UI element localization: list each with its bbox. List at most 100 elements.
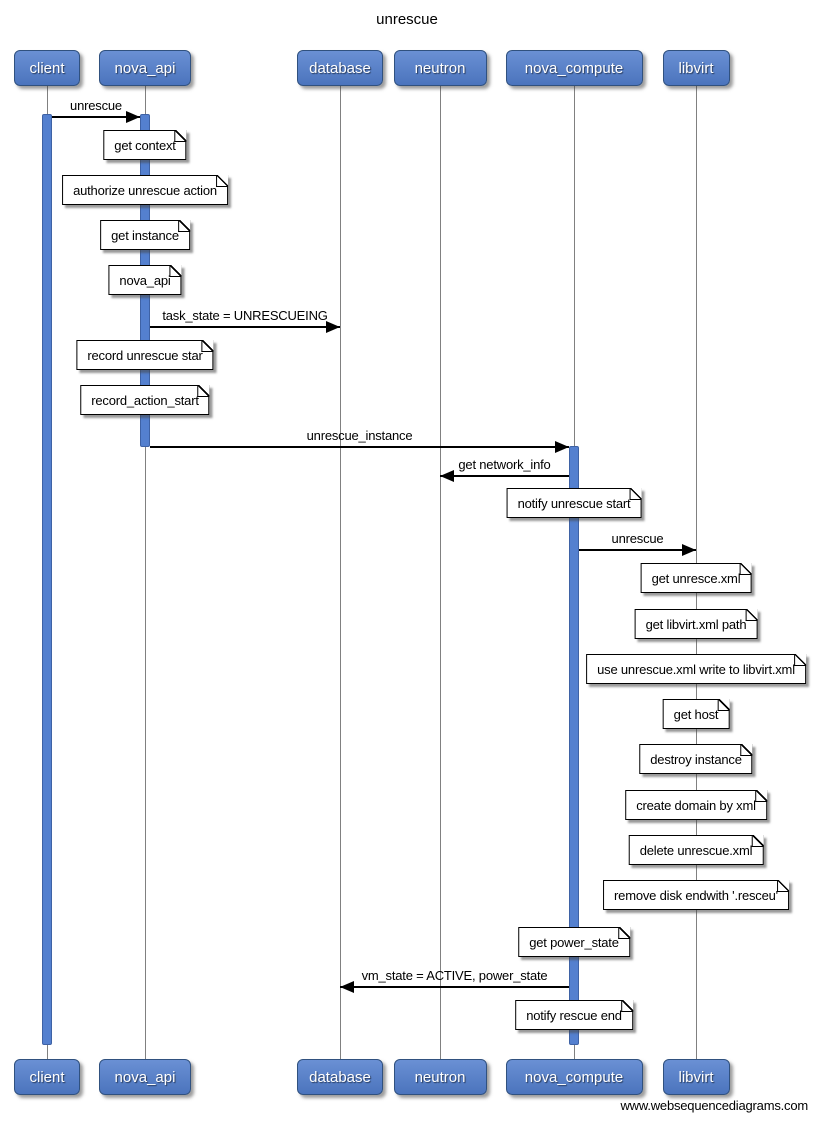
- note-label: authorize unrescue action: [73, 183, 217, 198]
- note-fold-icon: [620, 1000, 633, 1012]
- note-label: destroy instance: [650, 752, 742, 767]
- actor-label: nova_api: [114, 1068, 176, 1086]
- note: notify unrescue start: [506, 488, 642, 518]
- arrowhead-right-icon: [326, 321, 340, 333]
- note: delete unrescue.xml: [628, 835, 764, 865]
- note-label: get libvirt.xml path: [645, 617, 747, 632]
- message-line: [150, 446, 569, 448]
- note-label: delete unrescue.xml: [639, 843, 753, 858]
- arrowhead-right-icon: [126, 111, 140, 123]
- message-label: unrescue: [611, 531, 664, 546]
- arrowhead-right-icon: [555, 441, 569, 453]
- note-label: nova_api: [119, 273, 171, 288]
- actor-box-nova_api-top: nova_api: [99, 50, 191, 86]
- actor-label: client: [29, 1068, 65, 1086]
- actor-label: database: [309, 59, 371, 77]
- message-line: [579, 549, 696, 551]
- message-line: [440, 475, 569, 477]
- note: nova_api: [108, 265, 182, 295]
- note-label: get power_state: [529, 935, 619, 950]
- note-fold-icon: [717, 699, 730, 711]
- note: get host: [662, 699, 730, 729]
- actor-box-neutron-bottom: neutron: [393, 1059, 487, 1095]
- message-label: get network_info: [458, 457, 551, 472]
- note-fold-icon: [201, 340, 214, 352]
- actor-label: nova_api: [114, 59, 176, 77]
- note-label: create domain by xml: [636, 798, 756, 813]
- note-label: get context: [114, 138, 176, 153]
- note: record unrescue star: [76, 340, 214, 370]
- note: create domain by xml: [625, 790, 767, 820]
- arrowhead-left-icon: [340, 981, 354, 993]
- actor-label: nova_compute: [524, 59, 624, 77]
- note: get context: [103, 130, 187, 160]
- lifeline-database: [340, 86, 341, 1060]
- arrowhead-right-icon: [682, 544, 696, 556]
- arrowhead-left-icon: [440, 470, 454, 482]
- note-fold-icon: [177, 220, 190, 232]
- note-label: get host: [673, 707, 719, 722]
- message-label: unrescue_instance: [306, 428, 413, 443]
- actor-box-libvirt-bottom: libvirt: [662, 1059, 730, 1095]
- actor-box-libvirt-top: libvirt: [662, 50, 730, 86]
- note-label: notify unrescue start: [517, 496, 631, 511]
- watermark: www.websequencediagrams.com: [620, 1098, 808, 1113]
- note-label: use unrescue.xml write to libvirt.xml: [597, 662, 795, 677]
- note-label: record_action_start: [91, 393, 199, 408]
- diagram-title: unrescue: [376, 11, 438, 28]
- activation-bar-nova_compute: [569, 446, 579, 1045]
- note-label: get unresce.xml: [651, 571, 741, 586]
- note-fold-icon: [629, 488, 642, 500]
- note-fold-icon: [197, 385, 210, 397]
- actor-box-client-top: client: [14, 50, 80, 86]
- note-fold-icon: [739, 563, 752, 575]
- note: get unresce.xml: [640, 563, 752, 593]
- actor-label: client: [29, 59, 65, 77]
- note-fold-icon: [740, 744, 753, 756]
- actor-label: neutron: [414, 59, 466, 77]
- message-label: vm_state = ACTIVE, power_state: [361, 968, 548, 983]
- actor-box-nova_api-bottom: nova_api: [99, 1059, 191, 1095]
- note: get power_state: [518, 927, 630, 957]
- note-label: notify rescue end: [526, 1008, 622, 1023]
- note: get libvirt.xml path: [634, 609, 758, 639]
- lifeline-neutron: [440, 86, 441, 1060]
- actor-box-neutron-top: neutron: [393, 50, 487, 86]
- note: remove disk endwith '.resceu': [603, 880, 789, 910]
- actor-label: database: [309, 1068, 371, 1086]
- note-fold-icon: [617, 927, 630, 939]
- actor-label: libvirt: [678, 1068, 714, 1086]
- message-line: [340, 986, 569, 988]
- actor-label: libvirt: [678, 59, 714, 77]
- lifeline-nova_api: [145, 86, 146, 1060]
- note-fold-icon: [745, 609, 758, 621]
- note-label: remove disk endwith '.resceu': [614, 888, 778, 903]
- actor-label: nova_compute: [524, 1068, 624, 1086]
- message-label: unrescue: [70, 98, 122, 113]
- actor-box-nova_compute-bottom: nova_compute: [505, 1059, 643, 1095]
- note: notify rescue end: [515, 1000, 633, 1030]
- actor-box-database-bottom: database: [297, 1059, 383, 1095]
- actor-box-client-bottom: client: [14, 1059, 80, 1095]
- actor-box-database-top: database: [297, 50, 383, 86]
- note-fold-icon: [776, 880, 789, 892]
- note-fold-icon: [215, 175, 228, 187]
- note-fold-icon: [751, 835, 764, 847]
- activation-bar-client: [42, 114, 52, 1045]
- message-line: [150, 326, 340, 328]
- note: authorize unrescue action: [62, 175, 228, 205]
- actor-box-nova_compute-top: nova_compute: [505, 50, 643, 86]
- note: use unrescue.xml write to libvirt.xml: [586, 654, 806, 684]
- note: record_action_start: [80, 385, 210, 415]
- note-fold-icon: [169, 265, 182, 277]
- message-line: [52, 116, 140, 118]
- note-label: record unrescue star: [87, 348, 203, 363]
- note: get instance: [100, 220, 190, 250]
- note-label: get instance: [111, 228, 179, 243]
- note-fold-icon: [174, 130, 187, 142]
- note: destroy instance: [639, 744, 753, 774]
- actor-label: neutron: [414, 1068, 466, 1086]
- note-fold-icon: [754, 790, 767, 802]
- note-fold-icon: [793, 654, 806, 666]
